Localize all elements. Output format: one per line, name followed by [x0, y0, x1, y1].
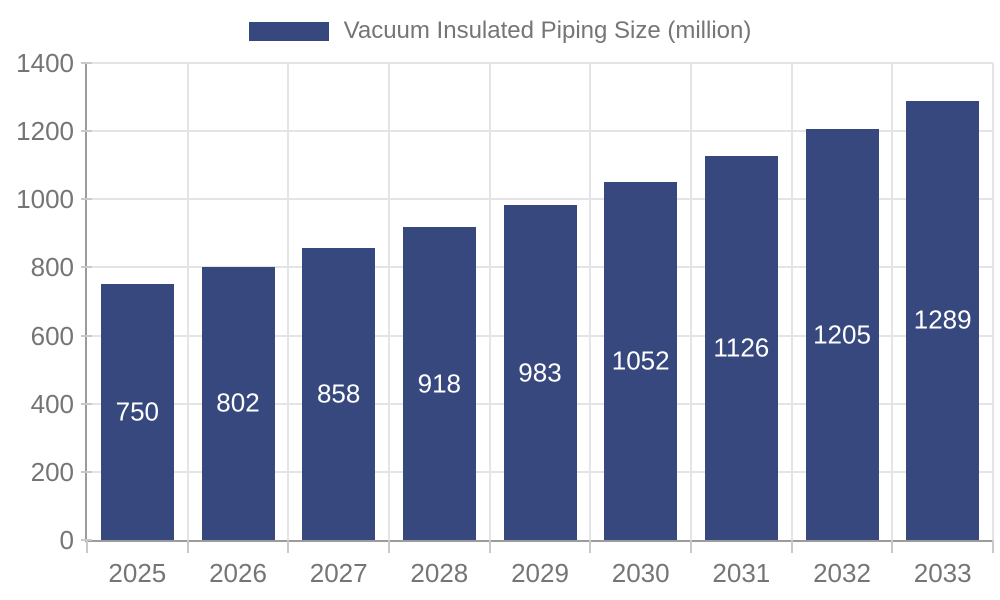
- legend-swatch-icon: [248, 21, 329, 41]
- bar-value-label: 750: [115, 396, 160, 427]
- x-axis-line: [85, 540, 993, 542]
- bar-value-label: 1052: [611, 345, 670, 376]
- bar-value-label: 918: [417, 368, 462, 399]
- y-tick-label: 600: [30, 320, 74, 351]
- v-gridline: [690, 63, 692, 540]
- bar-2029[interactable]: 983: [503, 205, 577, 540]
- bar-2026[interactable]: 802: [201, 266, 275, 540]
- legend[interactable]: Vacuum Insulated Piping Size (million): [0, 19, 1000, 43]
- x-tick-mark: [86, 540, 88, 553]
- y-axis-line: [85, 63, 87, 540]
- y-tick-label: 200: [30, 456, 74, 487]
- y-tick-label: 400: [30, 388, 74, 419]
- x-tick-label: 2029: [511, 558, 569, 588]
- bar-value-label: 802: [216, 387, 260, 418]
- x-tick-label: 2030: [611, 558, 670, 588]
- h-gridline: [87, 198, 993, 201]
- bar-2027[interactable]: 858: [302, 247, 376, 540]
- v-gridline: [891, 63, 894, 540]
- y-tick-label: 1200: [16, 116, 74, 147]
- x-tick-label: 2028: [410, 558, 469, 588]
- y-tick-label: 1400: [16, 48, 74, 78]
- bar-2028[interactable]: 918: [402, 227, 476, 540]
- bar-value-label: 1205: [813, 319, 871, 350]
- bar-2025[interactable]: 750: [100, 284, 174, 540]
- x-tick-label: 2032: [813, 558, 871, 588]
- x-tick-mark: [186, 540, 189, 553]
- x-tick-mark: [488, 540, 491, 553]
- y-tick-mark: [81, 130, 92, 133]
- x-tick-label: 2025: [108, 558, 167, 588]
- v-gridline: [992, 63, 994, 540]
- v-gridline: [790, 63, 793, 540]
- x-tick-mark: [589, 540, 592, 553]
- bar-2033[interactable]: 1289: [906, 100, 980, 540]
- v-gridline: [287, 63, 290, 540]
- x-tick-label: 2031: [712, 558, 771, 588]
- v-gridline: [186, 63, 189, 540]
- y-tick-label: 0: [59, 525, 74, 555]
- y-tick-mark: [81, 266, 92, 269]
- bar-2030[interactable]: 1052: [604, 181, 678, 540]
- v-gridline: [589, 63, 592, 540]
- y-tick-mark: [81, 470, 92, 473]
- v-gridline: [488, 63, 491, 540]
- x-tick-mark: [690, 540, 692, 553]
- plot-area: 750 802 858 918 983 1052 1126 1205 1289: [85, 62, 994, 542]
- x-tick-label: 2026: [209, 558, 267, 588]
- v-gridline: [388, 63, 390, 540]
- x-tick-label: 2033: [913, 558, 972, 588]
- h-gridline: [87, 62, 993, 65]
- x-tick-mark: [790, 540, 793, 553]
- x-tick-mark: [388, 540, 390, 553]
- y-tick-label: 1000: [16, 184, 74, 215]
- bar-value-label: 983: [518, 357, 562, 388]
- y-tick-mark: [81, 198, 92, 201]
- y-tick-mark: [81, 334, 92, 337]
- x-tick-mark: [891, 540, 894, 553]
- y-tick-mark: [81, 62, 92, 64]
- bar-value-label: 1289: [913, 304, 972, 335]
- x-tick-mark: [287, 540, 290, 553]
- x-tick-mark: [992, 540, 994, 553]
- bar-2032[interactable]: 1205: [805, 129, 879, 540]
- y-tick-label: 800: [30, 252, 74, 283]
- x-tick-label: 2027: [309, 558, 368, 588]
- h-gridline: [87, 130, 993, 133]
- y-tick-mark: [81, 402, 92, 405]
- legend-label: Vacuum Insulated Piping Size (million): [343, 17, 752, 44]
- bar-value-label: 858: [316, 378, 361, 409]
- bar-value-label: 1126: [713, 332, 770, 363]
- bar-2031[interactable]: 1126: [704, 156, 778, 540]
